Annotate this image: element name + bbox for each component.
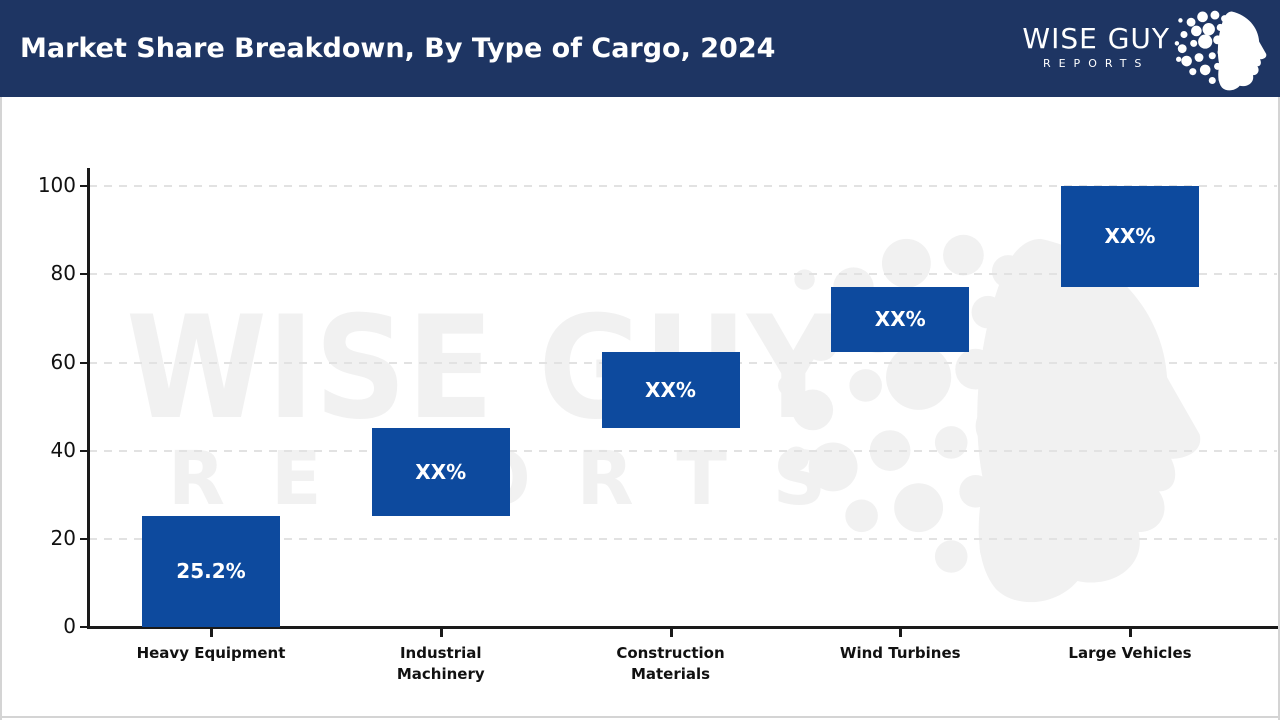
y-tick-label: 100	[37, 173, 76, 198]
bar-value-label: XX%	[645, 377, 696, 402]
y-tick-mark	[80, 537, 89, 540]
gridline	[89, 273, 1277, 276]
y-axis-line	[87, 168, 90, 629]
x-tick-mark	[210, 629, 213, 637]
bar-value-label: XX%	[1104, 224, 1156, 249]
category-label: Heavy Equipment	[136, 644, 286, 662]
logo-brand-name: WISE GUY	[1022, 22, 1170, 55]
y-tick-mark	[80, 361, 89, 364]
x-tick-mark	[1129, 629, 1132, 637]
y-tick-mark	[80, 626, 89, 628]
waterfall-bar: 25.2%	[142, 515, 280, 627]
waterfall-bar: XX%	[1061, 186, 1199, 288]
y-tick-label: 20	[50, 525, 76, 550]
header-band: Market Share Breakdown, By Type of Cargo…	[0, 0, 1280, 97]
logo-text: WISE GUY REPORTS	[1022, 22, 1170, 71]
y-tick-label: 0	[63, 614, 76, 638]
logo-tagline: REPORTS	[1042, 57, 1150, 70]
y-tick-label: 80	[50, 261, 76, 286]
gridline	[89, 449, 1277, 452]
waterfall-bar: XX%	[831, 287, 970, 352]
dotted-head-profile-icon	[1174, 10, 1267, 91]
category-label: Large Vehicles	[1068, 644, 1192, 662]
gridline	[89, 185, 1277, 188]
x-tick-mark	[899, 629, 903, 637]
y-tick-label: 60	[50, 349, 76, 374]
page-border-right	[1278, 97, 1280, 720]
x-axis-line	[87, 626, 1278, 629]
waterfall-bar: XX%	[601, 351, 740, 428]
bar-value-label: XX%	[874, 307, 926, 332]
category-label: Industrial Machinery	[396, 644, 485, 683]
wise-guy-reports-logo: WISE GUY REPORTS	[1010, 8, 1270, 92]
y-tick-mark	[80, 273, 89, 276]
chart-title: Market Share Breakdown, By Type of Cargo…	[20, 33, 776, 64]
x-tick-mark	[669, 629, 673, 637]
y-tick-mark	[80, 449, 89, 452]
page-border-left	[0, 97, 2, 720]
page-border-bottom	[0, 716, 1280, 718]
gridline	[89, 537, 1277, 540]
bar-value-label: 25.2%	[176, 558, 246, 583]
category-label: Construction Materials	[616, 644, 725, 683]
x-tick-mark	[439, 629, 443, 637]
bar-value-label: XX%	[415, 459, 467, 484]
waterfall-bar: XX%	[371, 427, 510, 516]
y-tick-mark	[80, 185, 89, 188]
category-label: Wind Turbines	[839, 644, 961, 662]
y-tick-label: 40	[50, 437, 76, 462]
